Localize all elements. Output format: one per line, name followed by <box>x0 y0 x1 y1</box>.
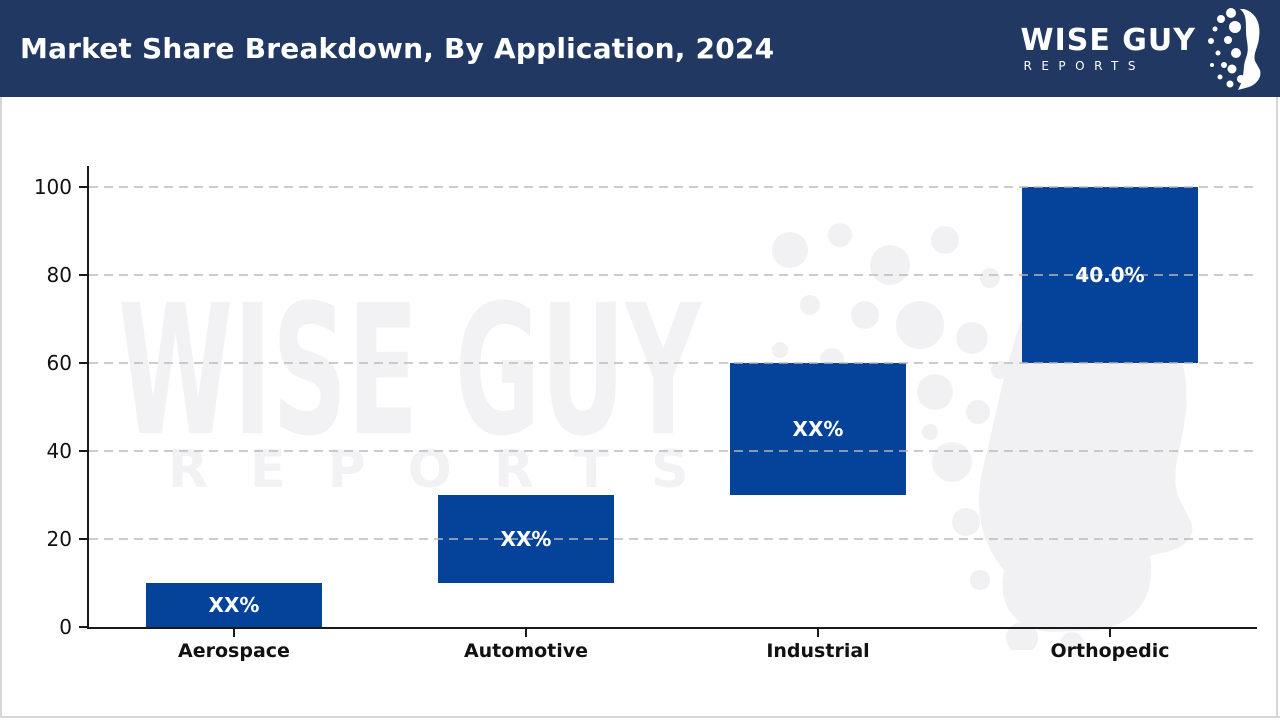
gridline-60 <box>89 362 1256 364</box>
x-tick-mark <box>1109 629 1111 637</box>
x-tick-label-aerospace: Aerospace <box>178 640 290 662</box>
bar-value-label-industrial: XX% <box>792 417 844 441</box>
logo-face-icon <box>1208 7 1261 90</box>
y-tick-label: 0 <box>59 615 72 639</box>
gridline-20 <box>89 538 1256 540</box>
wise-guy-reports-logo: WISE GUY REPORTS <box>1020 7 1262 91</box>
chart-title: Market Share Breakdown, By Application, … <box>20 32 775 65</box>
y-tick-label: 20 <box>46 527 72 551</box>
watermark-wordmark: WISE GUY <box>118 267 701 476</box>
bar-industrial <box>730 363 906 495</box>
y-tick-label: 100 <box>33 175 72 199</box>
frame-border-left <box>0 97 2 717</box>
gridline-80 <box>89 274 1256 276</box>
logo-wordmark: WISE GUY <box>1020 22 1196 58</box>
header-band: Market Share Breakdown, By Application, … <box>0 0 1280 97</box>
x-tick-label-industrial: Industrial <box>766 640 870 662</box>
x-tick-label-orthopedic: Orthopedic <box>1050 640 1170 662</box>
frame-border-right <box>1276 97 1278 717</box>
x-tick-mark <box>817 629 819 637</box>
bar-value-label-orthopedic: 40.0% <box>1075 263 1145 287</box>
watermark-subtitle: REPORTS <box>168 440 731 500</box>
bar-value-label-automotive: XX% <box>500 527 552 551</box>
y-tick-mark <box>79 362 87 364</box>
x-axis <box>87 627 1257 629</box>
y-tick-mark <box>79 538 87 540</box>
logo-text: WISE GUY REPORTS <box>1020 22 1196 73</box>
y-tick-label: 40 <box>46 439 72 463</box>
frame-border-bottom <box>0 716 1280 718</box>
x-tick-label-automotive: Automotive <box>463 640 589 662</box>
gridline-40 <box>89 450 1256 452</box>
y-tick-mark <box>79 186 87 188</box>
y-tick-mark <box>79 274 87 276</box>
bar-aerospace <box>146 583 322 627</box>
x-tick-mark <box>525 629 527 637</box>
y-tick-label: 60 <box>46 351 72 375</box>
logo-subtitle: REPORTS <box>1023 58 1145 73</box>
y-tick-mark <box>79 626 87 628</box>
y-tick-mark <box>79 450 87 452</box>
gridline-100 <box>89 186 1256 188</box>
y-tick-label: 80 <box>46 263 72 287</box>
x-tick-mark <box>233 629 235 637</box>
bar-value-label-aerospace: XX% <box>208 593 260 617</box>
y-axis <box>87 166 89 629</box>
